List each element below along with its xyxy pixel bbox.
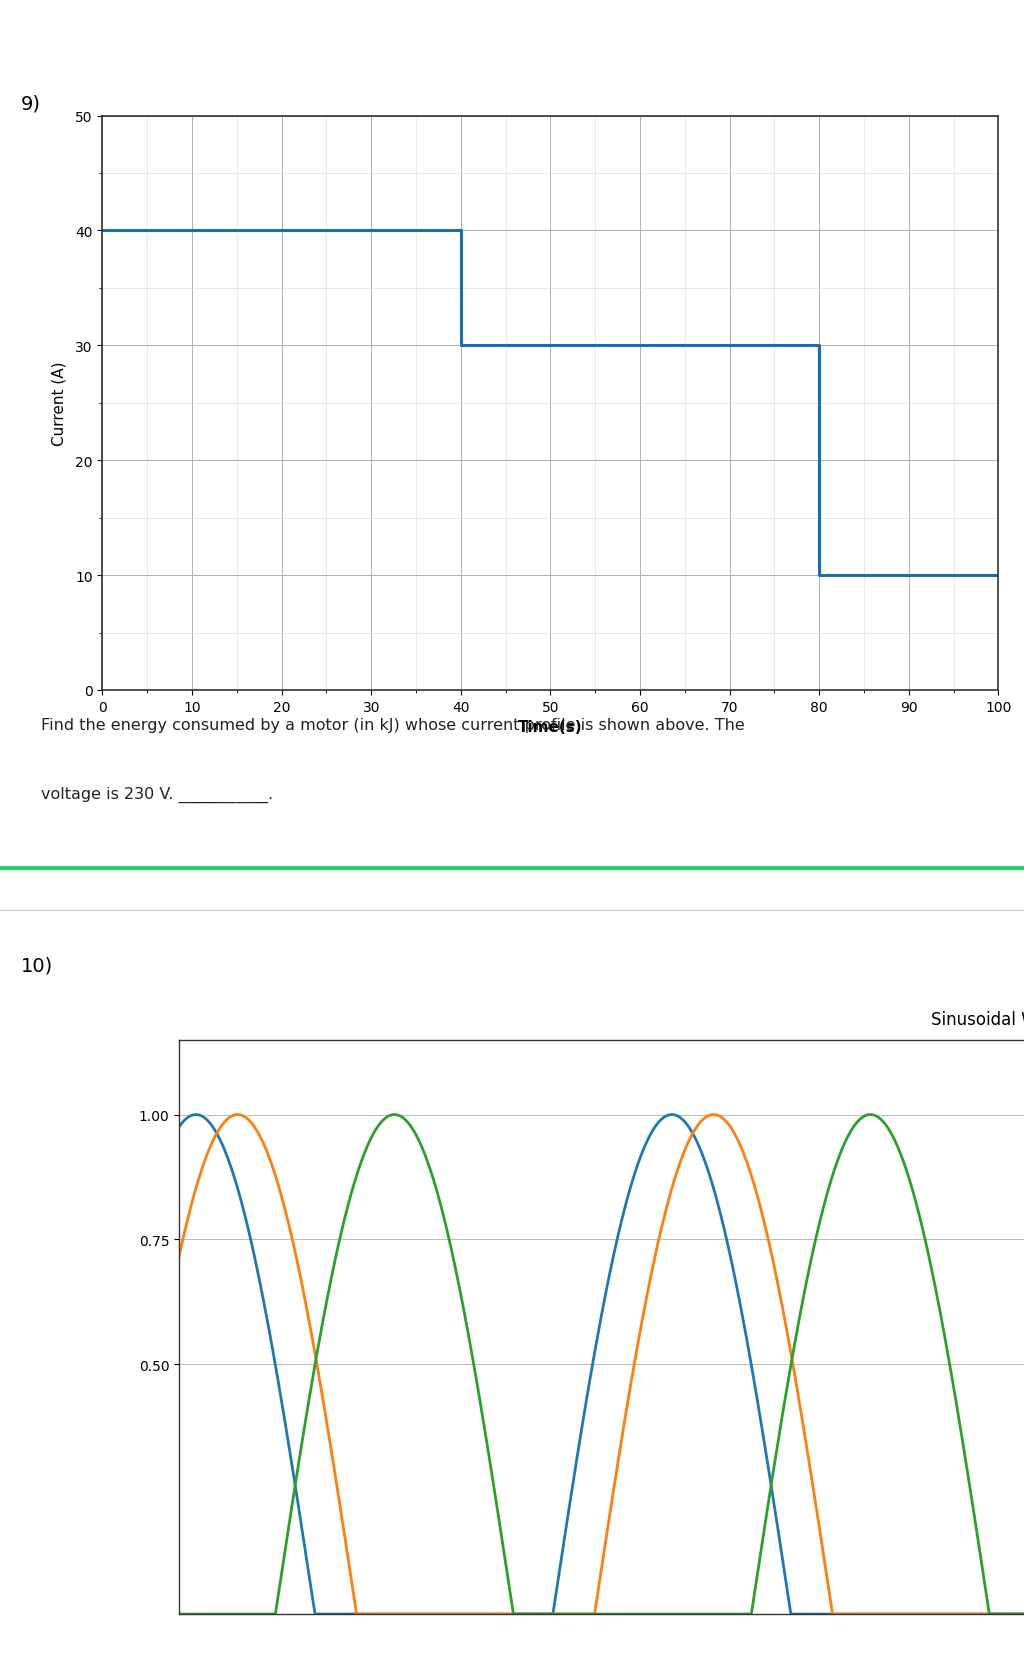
Text: 10): 10) <box>20 955 52 975</box>
Text: Sinusoidal W: Sinusoidal W <box>931 1010 1024 1028</box>
Text: Find the energy consumed by a motor (in kJ) whose current profile is shown above: Find the energy consumed by a motor (in … <box>41 717 744 732</box>
Text: voltage is 230 V. ___________.: voltage is 230 V. ___________. <box>41 787 289 802</box>
Y-axis label: Current (A): Current (A) <box>52 361 67 446</box>
X-axis label: Time(s): Time(s) <box>518 721 583 735</box>
Text: 9): 9) <box>20 95 41 113</box>
